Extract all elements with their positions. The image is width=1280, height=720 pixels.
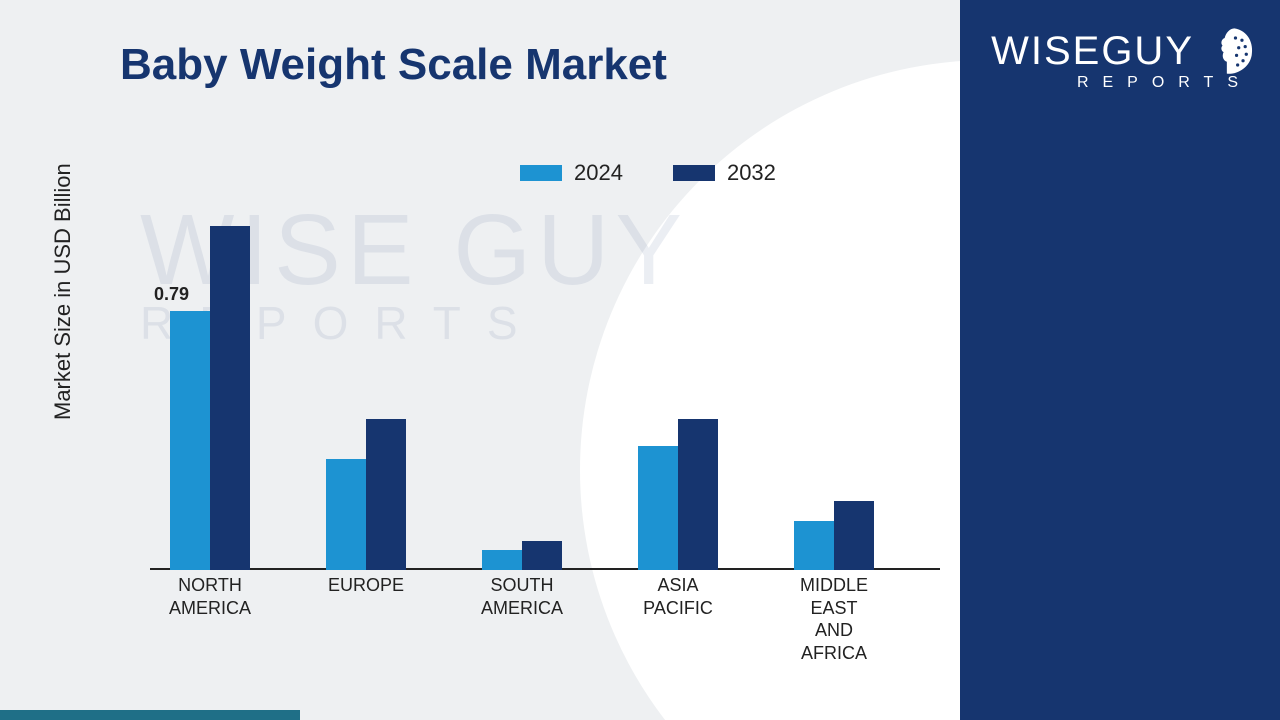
bar-group bbox=[774, 501, 894, 570]
bar-2024 bbox=[482, 550, 522, 570]
category-label: SOUTHAMERICA bbox=[462, 574, 582, 619]
logo: WISEGUY REPORTS bbox=[991, 24, 1256, 92]
bar-group bbox=[306, 419, 426, 570]
y-axis-label: Market Size in USD Billion bbox=[50, 163, 76, 420]
category-label: MIDDLEEASTANDAFRICA bbox=[774, 574, 894, 664]
bar-group bbox=[150, 226, 270, 570]
category-label: ASIAPACIFIC bbox=[618, 574, 738, 619]
logo-main: WISEGUY bbox=[991, 24, 1256, 78]
logo-sub: REPORTS bbox=[991, 74, 1256, 92]
page: WISEGUY REPORTS Baby Weight Scale Market… bbox=[0, 0, 1280, 720]
legend-label-2024: 2024 bbox=[574, 160, 623, 186]
bar-group bbox=[618, 419, 738, 570]
bar-2024 bbox=[638, 446, 678, 570]
legend-item-2024: 2024 bbox=[520, 160, 623, 186]
category-label: NORTHAMERICA bbox=[150, 574, 270, 619]
logo-text: WISEGUY bbox=[991, 29, 1194, 74]
legend-label-2032: 2032 bbox=[727, 160, 776, 186]
bar-2024 bbox=[170, 311, 210, 570]
bar-group bbox=[462, 541, 582, 570]
bar-2024 bbox=[326, 459, 366, 570]
bar-2032 bbox=[522, 541, 562, 570]
head-icon bbox=[1202, 24, 1256, 78]
legend-swatch-2032 bbox=[673, 165, 715, 181]
bar-2032 bbox=[210, 226, 250, 570]
bar-2024 bbox=[794, 521, 834, 570]
legend-item-2032: 2032 bbox=[673, 160, 776, 186]
bar-2032 bbox=[834, 501, 874, 570]
legend: 2024 2032 bbox=[520, 160, 776, 186]
bar-value-label: 0.79 bbox=[154, 284, 189, 305]
bar-2032 bbox=[678, 419, 718, 570]
brand-panel bbox=[960, 0, 1280, 720]
legend-swatch-2024 bbox=[520, 165, 562, 181]
category-label: EUROPE bbox=[306, 574, 426, 597]
bar-2032 bbox=[366, 419, 406, 570]
page-title: Baby Weight Scale Market bbox=[120, 40, 667, 90]
accent-bar bbox=[0, 710, 300, 720]
plot-area: 0.79 bbox=[150, 210, 940, 570]
chart: Market Size in USD Billion 2024 2032 0.7… bbox=[60, 170, 940, 670]
